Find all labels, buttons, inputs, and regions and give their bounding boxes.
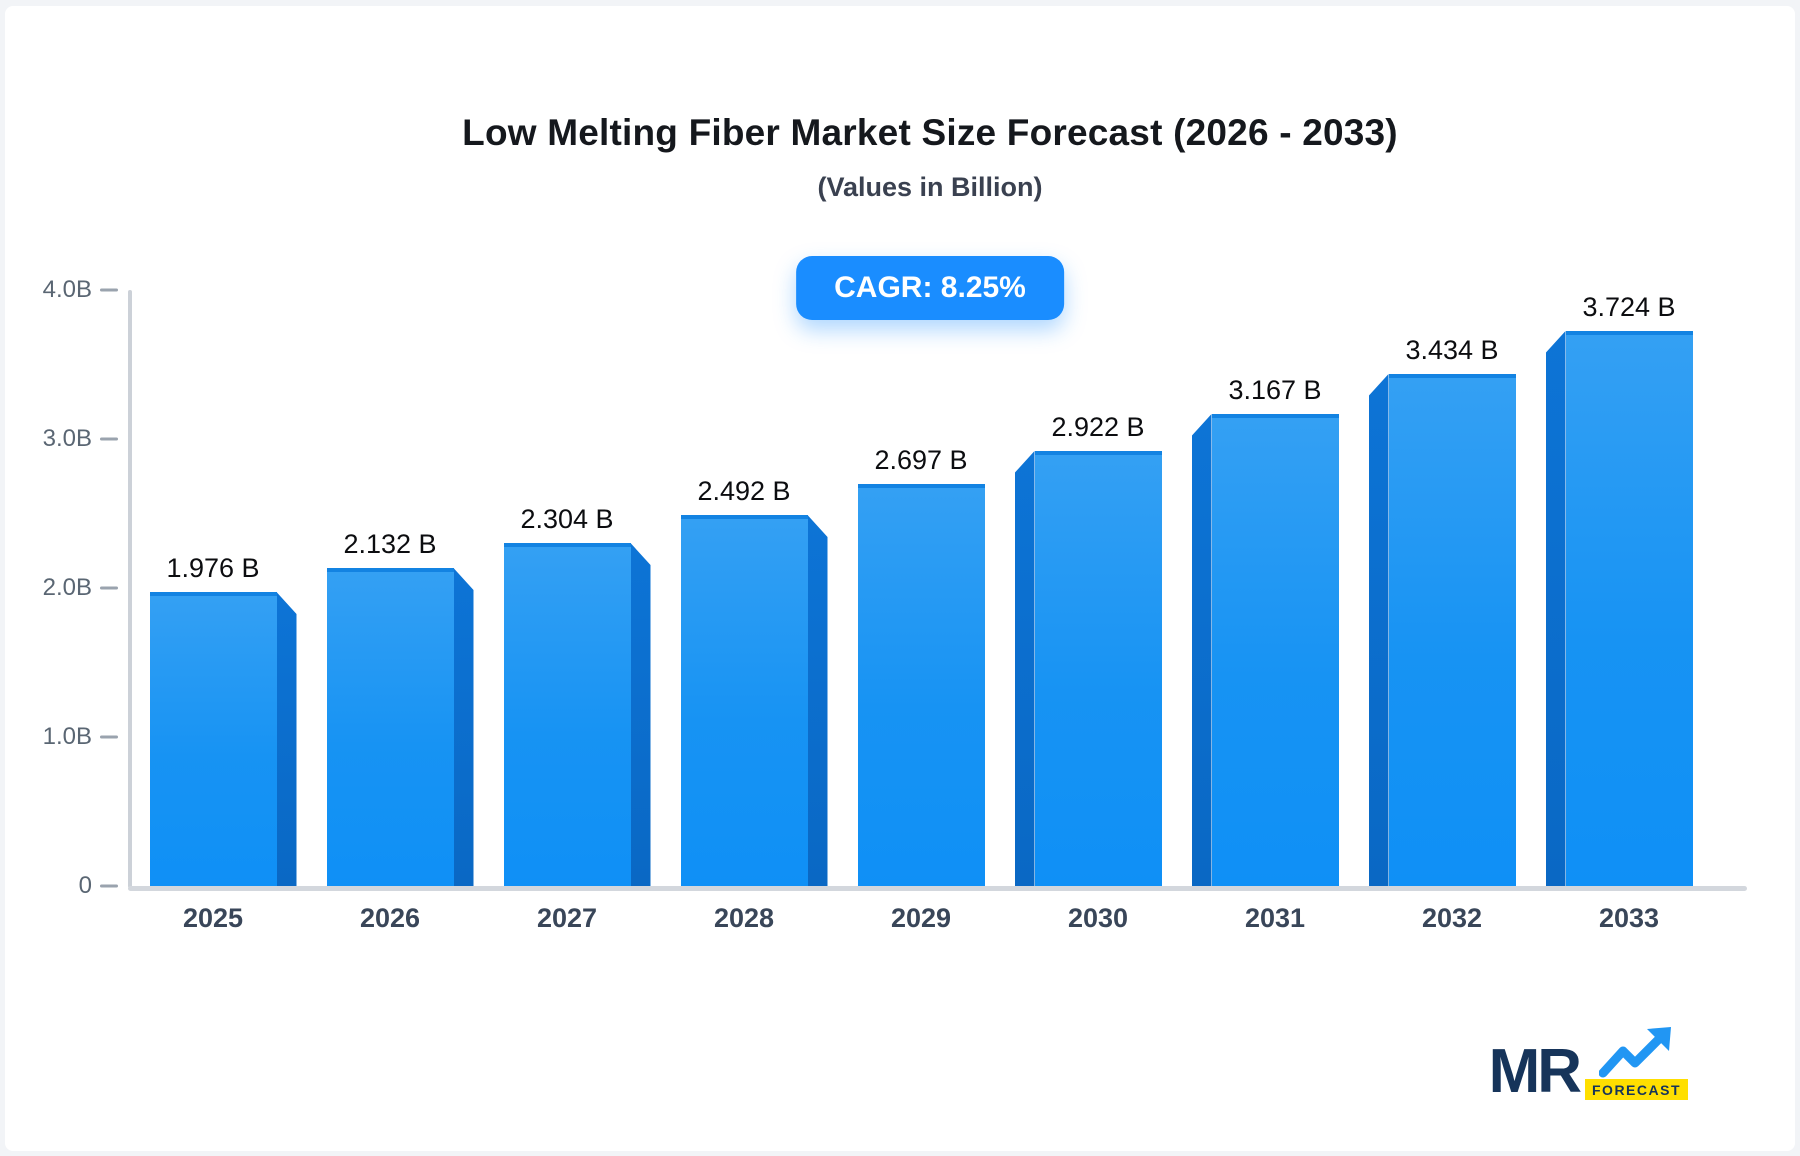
chart-title: Low Melting Fiber Market Size Forecast (… [462,112,1398,153]
bar-side-face-2031 [1191,414,1212,886]
bar-2029 [857,484,985,886]
logo-right-block: FORECAST [1585,1025,1688,1100]
x-axis-label-2031: 2031 [1244,903,1306,933]
y-axis-tick-label: 1.0B [42,723,92,750]
bar-value-label-2027: 2.304 B [520,504,614,534]
bar-2027 [503,543,631,886]
cagr-badge: CAGR: 8.25% [796,256,1064,320]
y-axis-tick-mark [100,735,118,739]
bar-2031 [1211,414,1339,886]
y-axis-tick-label: 0 [78,872,92,899]
y-axis-tick-mark [100,884,118,888]
y-axis-tick-mark [100,586,118,590]
bar-value-label-2025: 1.976 B [166,553,260,583]
chart-subtitle: (Values in Billion) [817,172,1043,202]
x-axis-label-2026: 2026 [359,903,421,933]
bar-side-face-2032 [1368,374,1389,886]
bar-value-label-2028: 2.492 B [697,476,791,506]
bar-2028 [680,515,808,886]
x-axis-label-2027: 2027 [536,903,598,933]
x-axis-label-2032: 2032 [1421,903,1483,933]
x-axis-label-2028: 2028 [713,903,775,933]
y-axis-tick-label: 2.0B [42,574,92,601]
bar-side-face-2025 [276,592,297,886]
bar-2033 [1565,331,1693,886]
x-axis-label-2025: 2025 [182,903,244,933]
logo-tag: FORECAST [1585,1079,1688,1100]
bar-side-face-2028 [807,515,828,886]
bar-side-face-2033 [1545,331,1566,886]
bar-side-face-2027 [630,543,651,886]
bar-value-label-2026: 2.132 B [343,529,437,559]
bar-2025 [149,592,277,886]
bar-2032 [1388,374,1516,886]
bar-side-face-2026 [453,568,474,886]
bar-side-face-2030 [1014,451,1035,886]
bar-2026 [326,568,454,886]
bar-value-label-2032: 3.434 B [1405,335,1499,365]
x-axis-baseline [128,886,1747,891]
bar-value-label-2029: 2.697 B [874,445,968,475]
x-axis-label-2033: 2033 [1598,903,1660,933]
mr-forecast-logo: MR FORECAST [1488,1025,1688,1106]
logo-text: MR [1488,1036,1582,1106]
y-axis-line [128,290,132,888]
x-axis-label-2029: 2029 [890,903,952,933]
y-axis-tick-label: 4.0B [42,276,92,303]
y-axis-tick-mark [100,437,118,441]
trend-up-arrow-icon [1598,1027,1671,1078]
y-axis-tick-label: 3.0B [42,425,92,452]
bar-value-label-2031: 3.167 B [1228,375,1322,405]
bar-value-label-2033: 3.724 B [1582,292,1676,322]
bar-value-label-2030: 2.922 B [1051,412,1145,442]
y-axis-tick-mark [100,288,118,292]
bar-2030 [1034,451,1162,886]
x-axis-label-2030: 2030 [1067,903,1129,933]
